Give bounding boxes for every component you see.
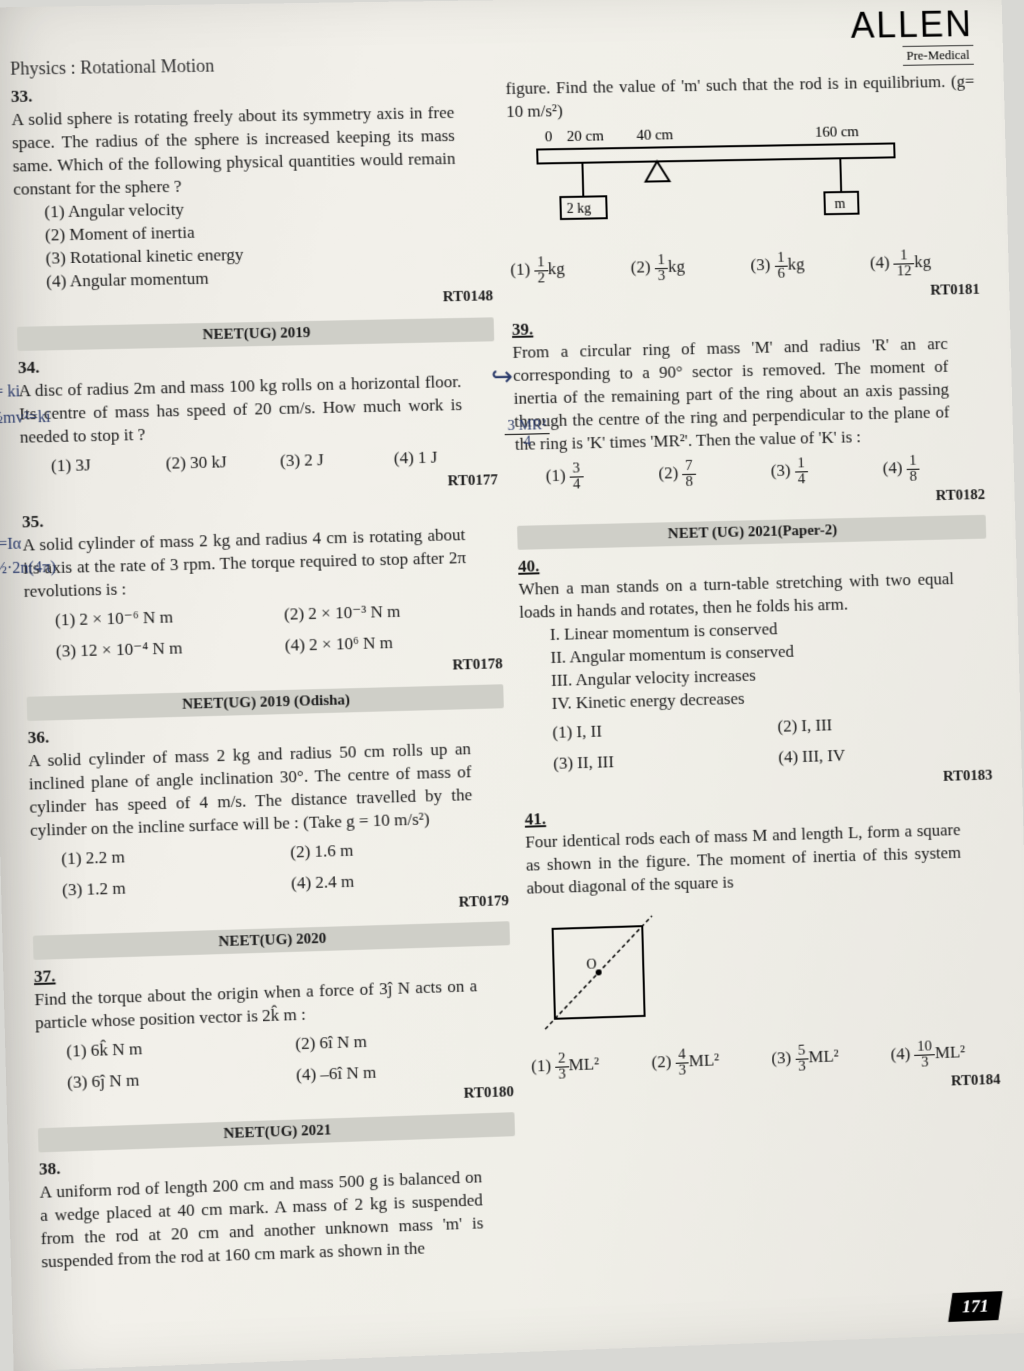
column-right: figure. Find the value of 'm' such that … xyxy=(505,71,1005,1267)
qnum: 37. xyxy=(34,965,65,989)
option: (1) 3J xyxy=(51,453,156,478)
qtext: A uniform rod of length 200 cm and mass … xyxy=(39,1167,484,1275)
option: (3) 14 xyxy=(770,455,873,488)
handwriting: = ki xyxy=(0,381,20,403)
question-36: 36. A solid cylinder of mass 2 kg and ra… xyxy=(27,714,509,925)
qnum: 41. xyxy=(524,808,555,832)
svg-text:0: 0 xyxy=(545,129,553,145)
qtext: A solid sphere is rotating freely about … xyxy=(11,102,456,202)
handwriting: ½mv²=ki xyxy=(0,407,51,430)
option: (1) 34 xyxy=(545,460,649,493)
year-bar: NEET(UG) 2019 xyxy=(17,317,494,351)
question-38-cont: figure. Find the value of 'm' such that … xyxy=(505,71,980,309)
option: (2) I, III xyxy=(777,710,991,739)
header: Physics : Rotational Motion ALLEN Pre-Me… xyxy=(9,3,974,80)
handwriting: =Iα xyxy=(0,533,22,555)
qtext: Find the torque about the origin when a … xyxy=(34,975,478,1035)
option: (1) I, II xyxy=(552,716,768,745)
year-bar: NEET (UG) 2021(Paper-2) xyxy=(517,515,986,550)
svg-text:2 kg: 2 kg xyxy=(566,200,591,216)
option: (2) 13kg xyxy=(630,252,741,285)
qnum: 38. xyxy=(39,1158,70,1182)
qtext: Four identical rods each of mass M and l… xyxy=(525,819,962,900)
option: (2) 2 × 10⁻³ N m xyxy=(284,598,502,626)
option: (4) 103ML² xyxy=(890,1037,1000,1071)
rod-svg: 0 20 cm 40 cm 160 cm 2 kg m xyxy=(507,121,927,248)
svg-text:m: m xyxy=(834,196,845,212)
square-diagram: O xyxy=(527,890,999,1044)
question-41: 41. Four identical rods each of mass M a… xyxy=(524,795,1000,1105)
brand-subtitle: Pre-Medical xyxy=(902,45,974,66)
svg-text:160 cm: 160 cm xyxy=(815,124,860,141)
option: (1) 2.2 m xyxy=(61,841,281,870)
option: (1) 12kg xyxy=(510,254,621,287)
brand-logo: ALLEN xyxy=(850,3,973,47)
page-container: Physics : Rotational Motion ALLEN Pre-Me… xyxy=(0,0,1024,1371)
option: (3) 16kg xyxy=(750,249,860,282)
option: (2) 30 kJ xyxy=(165,450,270,475)
option: (4) 18 xyxy=(882,452,984,485)
chapter-title: Physics : Rotational Motion xyxy=(10,56,215,80)
question-40: 40. When a man stands on a turn-table st… xyxy=(518,545,993,799)
option: (1) 6k̂ N m xyxy=(66,1033,285,1063)
qnum: 35. xyxy=(22,510,53,534)
qtext: From a circular ring of mass 'M' and rad… xyxy=(512,333,950,456)
qtext: A solid cylinder of mass 2 kg and radius… xyxy=(28,738,473,843)
question-38: 38. A uniform rod of length 200 cm and m… xyxy=(39,1142,519,1274)
arrow-icon: ↪ xyxy=(491,359,514,395)
handwriting: ½·2n(4π) xyxy=(0,557,56,580)
option: (3) II, III xyxy=(553,747,769,776)
handwriting: 3 MR²4 xyxy=(504,418,550,450)
option: (4) III, IV xyxy=(778,741,992,770)
column-left: 33. A solid sphere is rotating freely ab… xyxy=(11,78,519,1284)
qnum: 34. xyxy=(18,356,49,380)
option: (4) 2 × 10⁶ N m xyxy=(285,629,503,658)
qnum: 36. xyxy=(27,726,58,750)
option: (3) 53ML² xyxy=(771,1041,881,1075)
svg-text:40 cm: 40 cm xyxy=(636,127,674,144)
question-39: 3 MR²4 ↪ 39. From a circular ring of mas… xyxy=(512,310,986,516)
option: (2) 6î N m xyxy=(295,1026,513,1056)
option: (2) 78 xyxy=(658,457,761,490)
option: (4) 1 J xyxy=(394,445,498,470)
svg-text:O: O xyxy=(586,956,596,972)
question-34: = ki ½mv²=ki 34. A disc of radius 2m and… xyxy=(18,347,498,501)
rod-diagram: 0 20 cm 40 cm 160 cm 2 kg m xyxy=(507,120,979,248)
option: (3) 2 J xyxy=(280,447,384,472)
option: (1) 23ML² xyxy=(531,1049,642,1084)
svg-text:20 cm: 20 cm xyxy=(567,128,605,145)
option: (2) 1.6 m xyxy=(290,835,508,864)
qnum: 33. xyxy=(11,85,42,109)
option: (1) 2 × 10⁻⁶ N m xyxy=(55,604,275,633)
question-35: =Iα ½·2n(4π) 35. A solid cylinder of mas… xyxy=(22,500,503,686)
qtext-cont: figure. Find the value of 'm' such that … xyxy=(505,71,975,124)
option: (4) 112kg xyxy=(870,247,980,280)
qtext: A disc of radius 2m and mass 100 kg roll… xyxy=(18,371,462,450)
page-number: 171 xyxy=(948,1291,1002,1322)
question-37: 37. Find the torque about the origin whe… xyxy=(34,951,515,1118)
option: (2) 43ML² xyxy=(651,1045,762,1080)
qtext: A solid cylinder of mass 2 kg and radius… xyxy=(22,524,466,604)
square-svg: O xyxy=(527,900,670,1044)
qnum: 40. xyxy=(518,555,549,579)
qnum: 39. xyxy=(512,318,543,342)
content-columns: 33. A solid sphere is rotating freely ab… xyxy=(11,71,1005,1285)
option: (3) 12 × 10⁻⁴ N m xyxy=(56,635,276,664)
question-33: 33. A solid sphere is rotating freely ab… xyxy=(11,78,494,316)
